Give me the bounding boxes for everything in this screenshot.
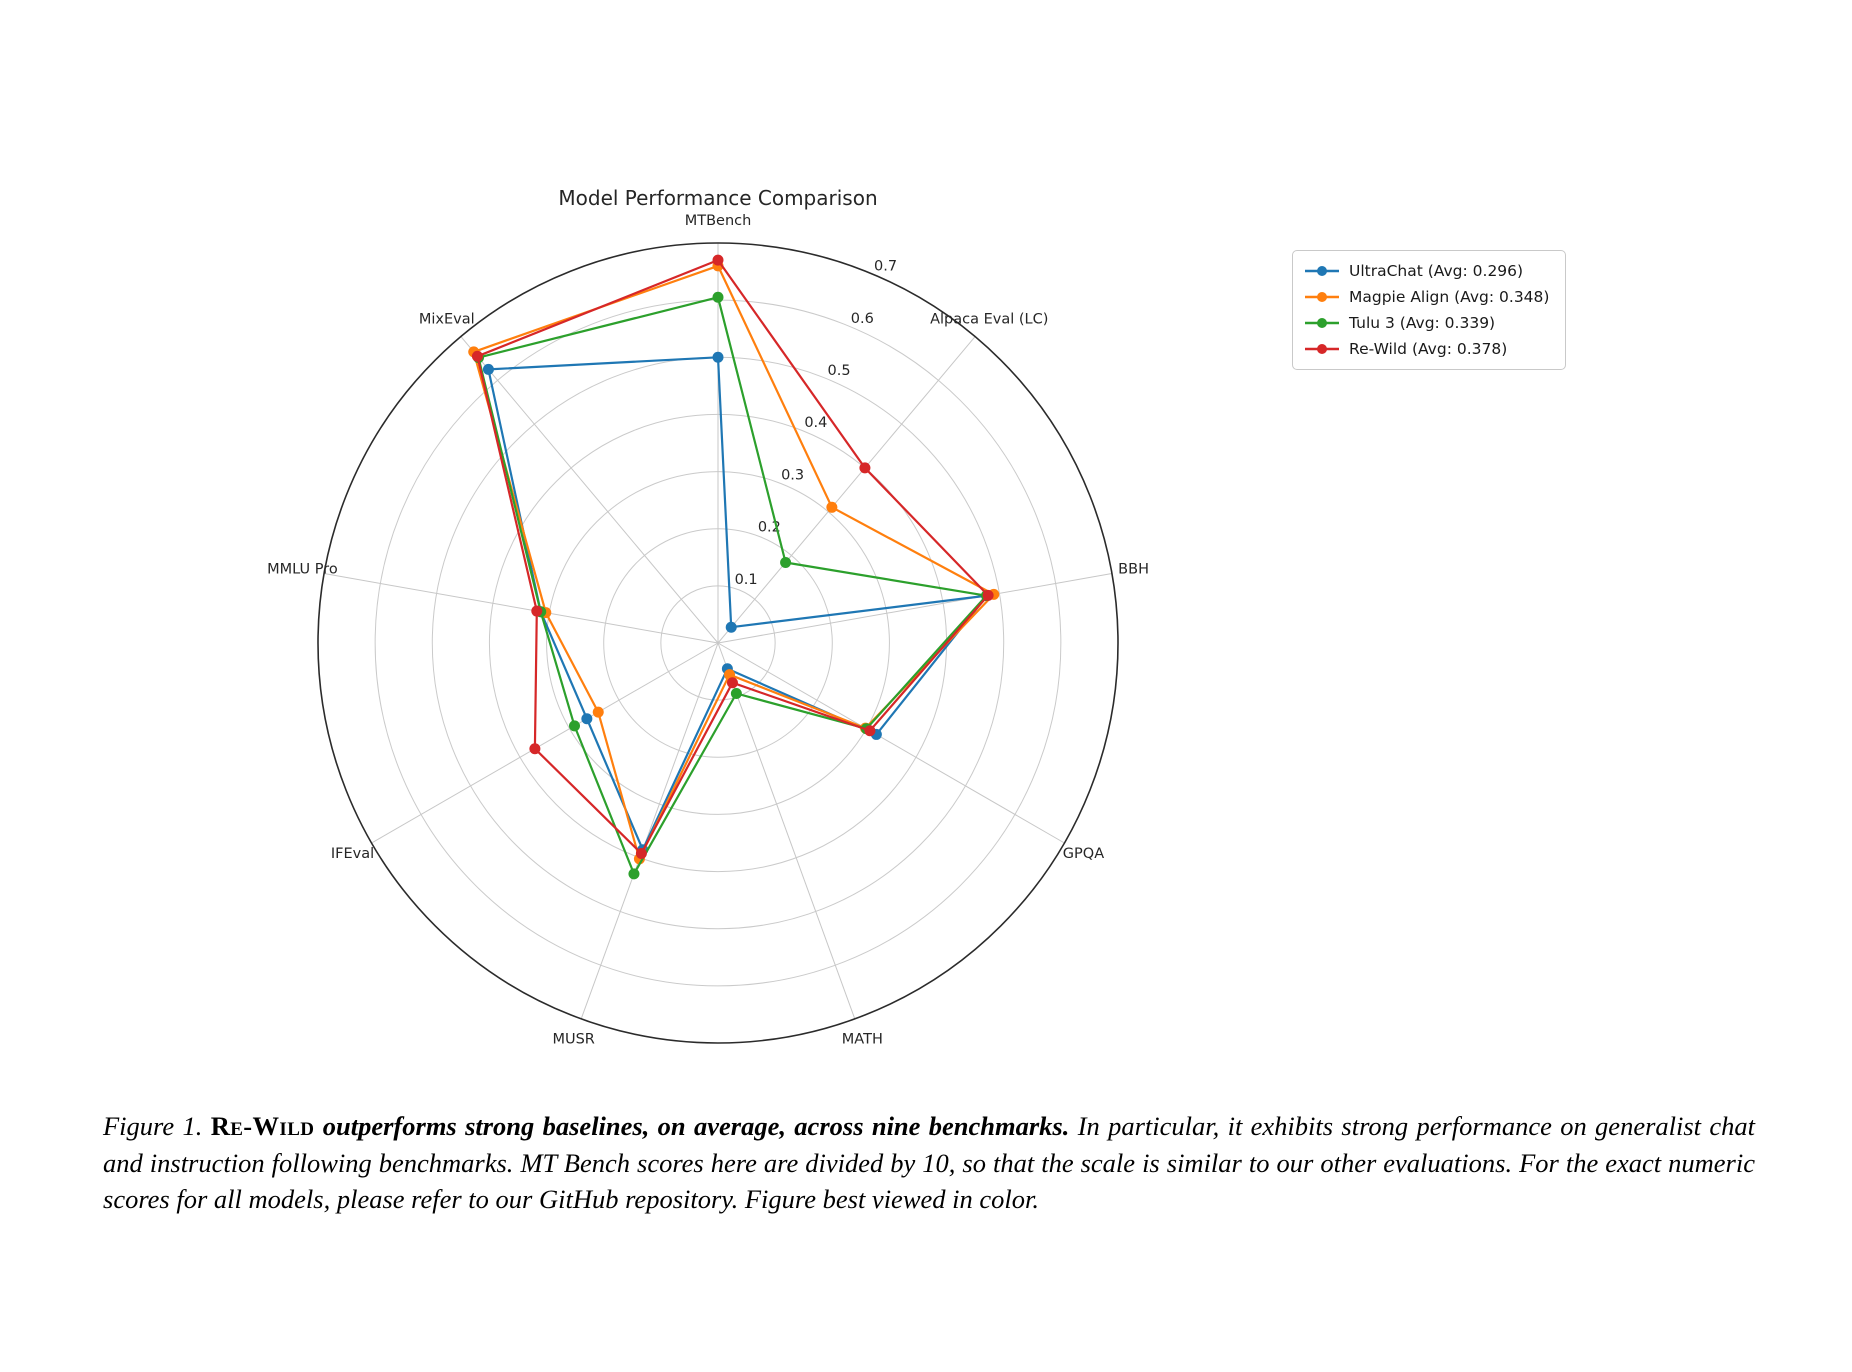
axis-spoke xyxy=(371,642,719,844)
legend-label: Magpie Align (Avg: 0.348) xyxy=(1349,288,1550,306)
caption-body: In particular, it exhibits strong perfor… xyxy=(103,1111,1755,1214)
axis-label-alpaca-eval-lc: Alpaca Eval (LC) xyxy=(930,312,1048,328)
radial-tick-label: 0.1 xyxy=(735,572,758,588)
data-point xyxy=(712,291,724,303)
axis-label-ifeval: IFEval xyxy=(331,846,374,862)
axis-spoke xyxy=(460,336,719,644)
legend-item-3: Re-Wild (Avg: 0.378) xyxy=(1304,338,1549,360)
data-point xyxy=(712,351,724,363)
series-polygon-ultrachat xyxy=(487,356,989,851)
caption-bold-claim: outperforms strong baselines, on average… xyxy=(314,1111,1070,1141)
legend-item-0: UltraChat (Avg: 0.296) xyxy=(1304,260,1549,282)
series-polygon-re-wild xyxy=(476,259,990,855)
data-point xyxy=(780,556,792,568)
axis-spoke xyxy=(717,336,976,644)
axis-label-mmlu-pro: MMLU Pro xyxy=(267,562,338,578)
legend-marker-icon xyxy=(1305,318,1339,328)
axis-label-mixeval: MixEval xyxy=(419,312,475,328)
legend-marker-icon xyxy=(1305,292,1339,302)
axis-spoke xyxy=(717,642,1065,844)
data-point xyxy=(592,706,604,718)
data-point xyxy=(568,720,580,732)
axis-spoke xyxy=(580,642,719,1020)
data-point xyxy=(628,868,640,880)
axis-label-gpqa: GPQA xyxy=(1063,846,1104,862)
data-point xyxy=(529,743,541,755)
axis-label-musr: MUSR xyxy=(552,1032,594,1048)
data-point xyxy=(531,605,543,617)
data-point xyxy=(581,713,593,725)
caption-method-name: Re-Wild xyxy=(210,1111,315,1141)
legend-marker-icon xyxy=(1305,266,1339,276)
radial-tick-label: 0.7 xyxy=(874,259,897,275)
radial-tick-label: 0.5 xyxy=(828,363,851,379)
legend-label: Re-Wild (Avg: 0.378) xyxy=(1349,340,1508,358)
axis-spoke xyxy=(323,573,719,644)
legend-label: Tulu 3 (Avg: 0.339) xyxy=(1349,314,1496,332)
axis-label-mtbench: MTBench xyxy=(685,213,752,229)
data-point xyxy=(635,847,647,859)
legend-marker-icon xyxy=(1305,344,1339,354)
data-point xyxy=(864,725,876,737)
axis-label-bbh: BBH xyxy=(1118,562,1149,578)
radial-tick-label: 0.6 xyxy=(851,311,874,327)
data-point xyxy=(982,589,994,601)
axis-spoke xyxy=(717,642,856,1020)
data-point xyxy=(725,621,737,633)
legend: UltraChat (Avg: 0.296) Magpie Align (Avg:… xyxy=(1292,250,1567,370)
data-point xyxy=(726,677,738,689)
radial-tick-label: 0.4 xyxy=(804,415,827,431)
axis-spoke xyxy=(717,573,1113,644)
axis-label-math: MATH xyxy=(842,1032,883,1048)
legend-label: UltraChat (Avg: 0.296) xyxy=(1349,262,1524,280)
data-point xyxy=(471,350,483,362)
data-point xyxy=(712,254,724,266)
figure-caption: Figure 1. Re-Wild outperforms strong bas… xyxy=(103,1108,1755,1218)
data-point xyxy=(826,501,838,513)
radial-tick-label: 0.3 xyxy=(781,467,804,483)
series-polygon-tulu xyxy=(477,296,988,875)
outer-circle xyxy=(317,242,1119,1044)
data-point xyxy=(859,462,871,474)
data-point xyxy=(482,363,494,375)
data-point xyxy=(730,687,742,699)
chart-title: Model Performance Comparison xyxy=(558,186,878,210)
legend-item-2: Tulu 3 (Avg: 0.339) xyxy=(1304,312,1549,334)
legend-item-1: Magpie Align (Avg: 0.348) xyxy=(1304,286,1549,308)
caption-figure-label: Figure 1. xyxy=(103,1111,211,1141)
